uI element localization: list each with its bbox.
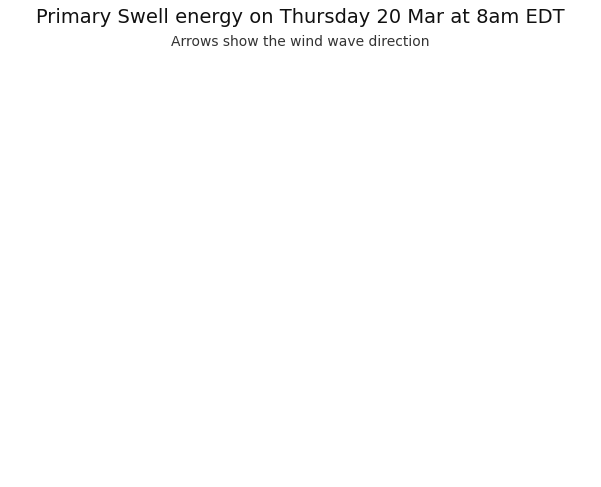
Text: Arrows show the wind wave direction: Arrows show the wind wave direction <box>171 35 430 49</box>
Text: Map unavailable
(cartopy not installed): Map unavailable (cartopy not installed) <box>209 250 392 288</box>
Text: Primary Swell energy on Thursday 20 Mar at 8am EDT: Primary Swell energy on Thursday 20 Mar … <box>36 8 565 27</box>
